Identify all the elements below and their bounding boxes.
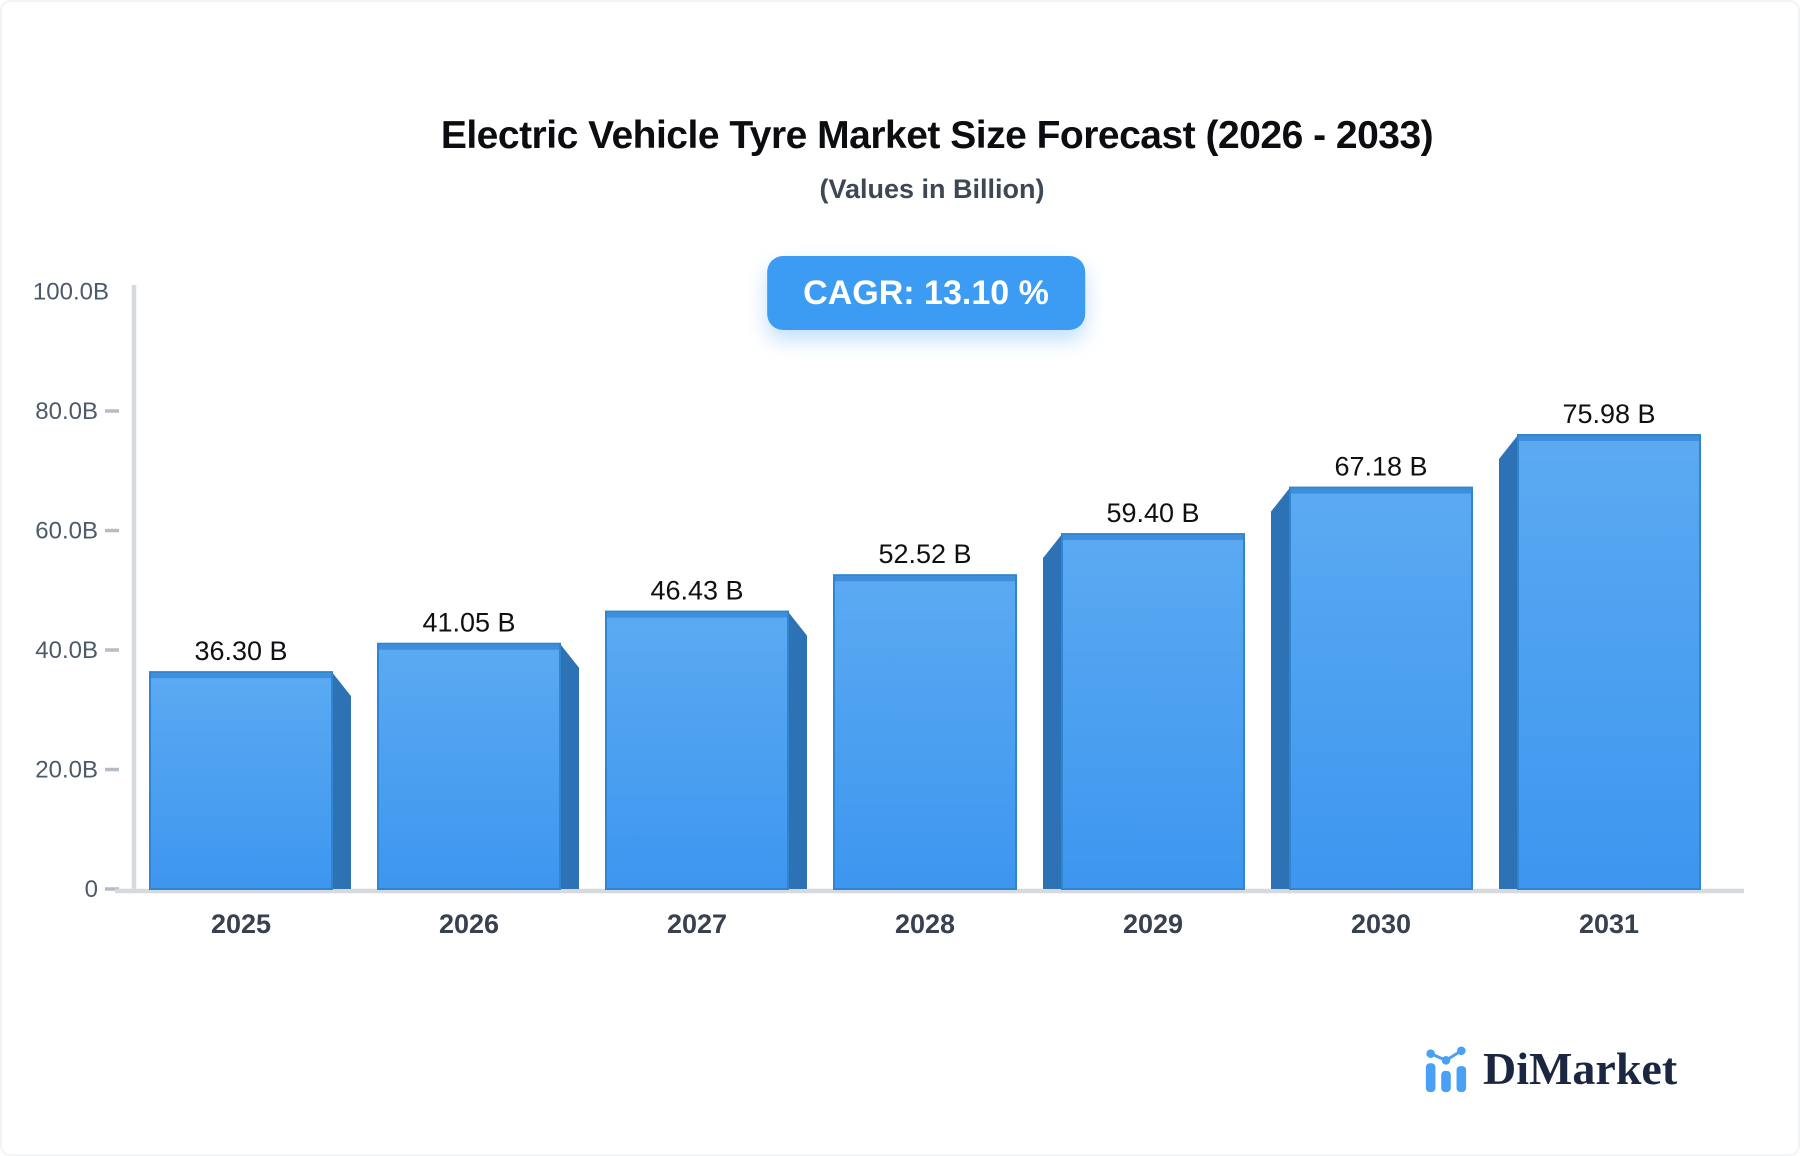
mini-bar-chart-icon [1425,1046,1467,1092]
x-axis-label: 2029 [1123,909,1183,939]
y-axis-label: 60.0B [35,518,98,545]
bar-side-face [560,643,579,889]
bar-group-2025: 36.30 B 2025 [149,636,351,939]
bar-2027 [605,610,789,890]
bar-side-face [1499,435,1518,889]
bar-side-face [332,672,351,889]
bar-top-edge [151,673,331,679]
bar-top-edge [835,576,1015,582]
y-axis-label: 100.0B [33,279,109,306]
bar-2029 [1061,533,1245,891]
y-axis-label: 0 [85,876,98,903]
bar-group-2030: 67.18 B 2030 [1271,452,1473,939]
brand-logo: DiMarket [1423,1044,1677,1092]
cagr-badge: CAGR: 13.10 % [767,256,1085,330]
bar-value-label: 75.98 B [1562,399,1655,429]
bar-group-2027: 46.43 B 2027 [605,576,807,939]
x-axis-label: 2025 [211,909,271,939]
y-axis-label: 80.0B [35,398,98,425]
x-axis-label: 2031 [1579,909,1639,939]
x-axis-label: 2028 [895,909,955,939]
x-axis-label: 2030 [1351,909,1411,939]
bar-top-edge [1519,436,1699,442]
bar-2030 [1289,486,1473,890]
bar-value-label: 46.43 B [650,576,743,606]
bar-2031 [1517,434,1701,890]
bar-group-2028: 52.52 B 2028 [833,539,1017,939]
bar-side-face [1043,534,1062,889]
x-axis-label: 2027 [667,909,727,939]
x-axis-label: 2026 [439,909,499,939]
y-axis-label: 20.0B [35,757,98,784]
bar-value-label: 67.18 B [1334,452,1427,482]
bar-value-label: 36.30 B [194,636,287,666]
bar-group-2031: 75.98 B 2031 [1499,399,1701,939]
bar-group-2026: 41.05 B 2026 [377,608,579,939]
bar-2026 [377,642,561,890]
bar-value-label: 59.40 B [1106,498,1199,528]
y-axis-label: 40.0B [35,637,98,664]
bar-top-edge [1291,488,1471,494]
brand-name: DiMarket [1483,1043,1678,1094]
bar-2025 [149,671,333,890]
bar-top-edge [1063,535,1243,541]
bar-side-face [788,611,807,889]
bar-2028 [833,574,1017,890]
bar-top-edge [379,644,559,650]
page-title: Electric Vehicle Tyre Market Size Foreca… [440,114,1434,157]
bar-top-edge [607,612,787,618]
bar-value-label: 41.05 B [422,608,515,638]
page-subtitle: (Values in Billion) [819,174,1045,204]
bar-value-label: 52.52 B [878,539,971,569]
bar-group-2029: 59.40 B 2029 [1043,498,1245,939]
bar-side-face [1271,487,1290,889]
